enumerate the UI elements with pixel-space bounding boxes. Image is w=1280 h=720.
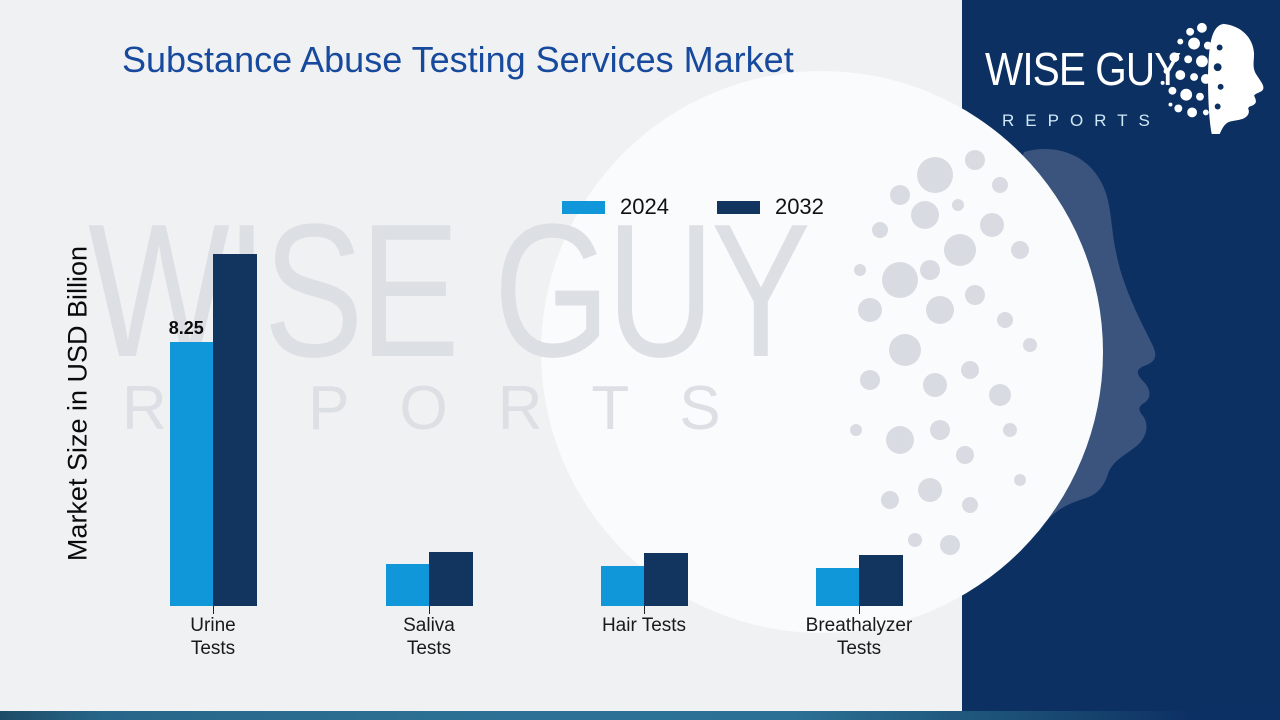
- bar-2024-urine-tests: [169, 342, 213, 606]
- bar-2032-breathalyzer-tests: [859, 555, 903, 606]
- x-axis-tick: [212, 606, 214, 614]
- legend-label-2024: 2024: [620, 194, 669, 219]
- footer-stripe: [0, 711, 1280, 720]
- bar-2032-hair-tests: [644, 553, 688, 606]
- brand-head-icon: [1160, 22, 1264, 135]
- watermark-dots: [850, 150, 1037, 555]
- bar-value-label: 8.25: [168, 318, 204, 338]
- legend-label-2032: 2032: [774, 194, 824, 219]
- legend-swatch-2032: [716, 200, 760, 214]
- x-tick-label-urine-tests: Urine Tests: [190, 615, 236, 659]
- bar-2024-saliva-tests: [385, 564, 429, 606]
- x-axis-tick: [643, 606, 645, 614]
- x-tick-label-saliva-tests: Saliva Tests: [403, 615, 455, 659]
- page-title: Substance Abuse Testing Services Market: [122, 39, 794, 80]
- brand-reports-label: REPORTS: [1002, 111, 1161, 130]
- x-axis-tick: [428, 606, 430, 614]
- bar-2032-saliva-tests: [429, 552, 473, 606]
- legend: 2024 2032: [562, 194, 824, 220]
- bar-2024-hair-tests: [600, 566, 644, 606]
- x-tick-label-breathalyzer-tests: Breathalyzer Tests: [805, 615, 913, 659]
- brand-wordmark: WISE GUY: [985, 43, 1181, 95]
- x-axis-tick: [858, 606, 860, 614]
- watermark-circle: [541, 71, 1103, 633]
- bar-2032-urine-tests: [213, 254, 257, 606]
- x-tick-label-hair-tests: Hair Tests: [601, 615, 687, 636]
- legend-item-2032: 2032: [716, 194, 824, 220]
- bar-2024-breathalyzer-tests: [815, 568, 859, 606]
- legend-swatch-2024: [562, 200, 605, 214]
- legend-item-2024: 2024: [562, 194, 669, 220]
